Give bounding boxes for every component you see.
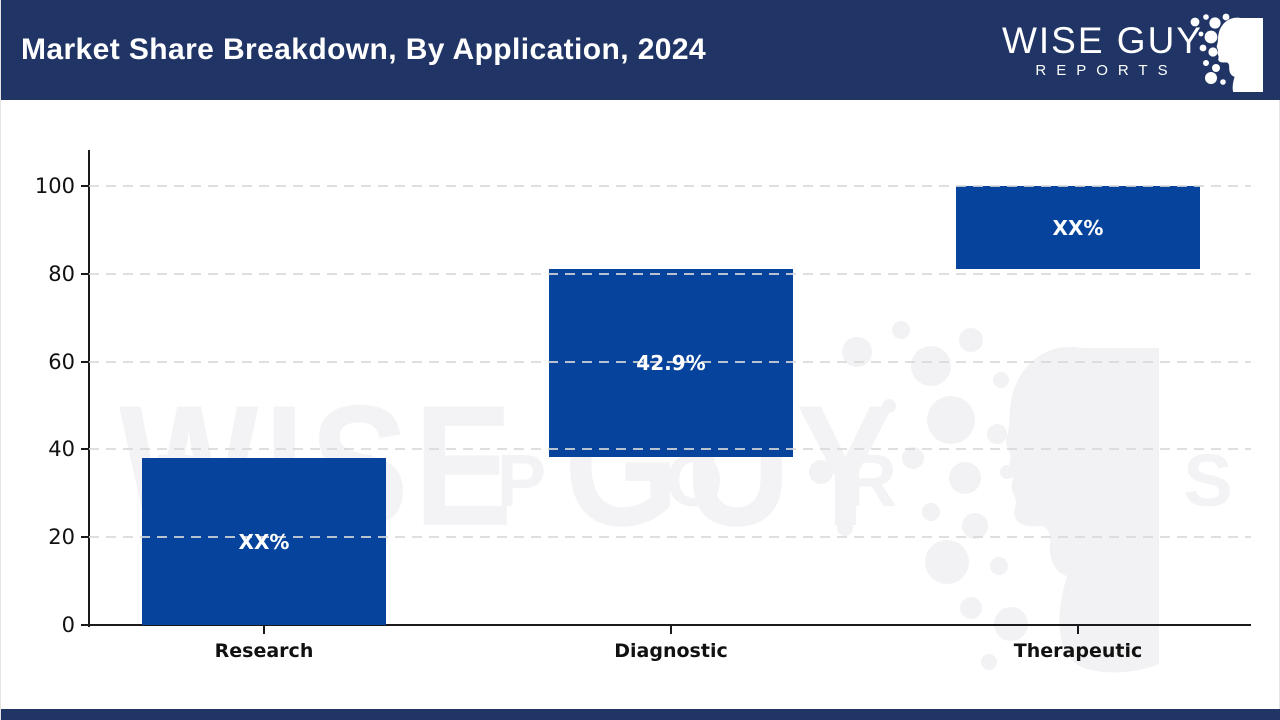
y-axis-tick-label: 100 <box>34 174 75 198</box>
bar-value-label: XX% <box>238 529 290 554</box>
x-axis-tick <box>263 626 265 634</box>
y-axis-tick <box>81 360 89 363</box>
bar-research <box>142 458 386 625</box>
y-axis <box>88 150 90 627</box>
gridline-y80 <box>89 272 1251 275</box>
logo-wordmark: WISE GUY <box>1001 19 1203 61</box>
category-label-diagnostic: Diagnostic <box>614 640 728 662</box>
y-axis-tick-label: 40 <box>48 437 75 462</box>
bar-therapeutic <box>956 186 1200 270</box>
x-axis-tick <box>1077 626 1079 634</box>
y-axis-tick <box>81 272 89 275</box>
x-axis <box>88 624 1251 626</box>
bar-diagnostic <box>549 268 793 457</box>
gridline-y100 <box>89 185 1251 187</box>
logo-head-icon <box>1190 13 1263 92</box>
bar-value-label: XX% <box>1052 215 1104 240</box>
bar-value-label: 42.9% <box>636 350 706 375</box>
gridline-y60 <box>89 360 1251 363</box>
category-label-therapeutic: Therapeutic <box>1013 640 1143 662</box>
x-axis-tick <box>670 626 672 634</box>
header: Market Share Breakdown, By Application, … <box>1 0 1280 100</box>
wise-guy-reports-logo: WISE GUY REPORTS <box>1002 8 1267 92</box>
y-axis-tick <box>81 624 89 626</box>
gridline-y20 <box>89 536 1251 539</box>
logo-subtext: REPORTS <box>1035 61 1178 79</box>
chart-title: Market Share Breakdown, By Application, … <box>21 33 707 66</box>
y-axis-tick-label: 0 <box>61 613 75 637</box>
y-axis-tick-label: 80 <box>48 261 75 286</box>
y-axis-tick <box>81 536 89 539</box>
y-axis-tick-label: 20 <box>48 525 75 550</box>
category-label-research: Research <box>214 640 314 662</box>
y-axis-tick <box>81 185 89 187</box>
gridline-y40 <box>89 448 1251 451</box>
y-axis-tick-label: 60 <box>48 349 75 374</box>
footer-bar <box>1 709 1280 720</box>
y-axis-tick <box>81 448 89 451</box>
